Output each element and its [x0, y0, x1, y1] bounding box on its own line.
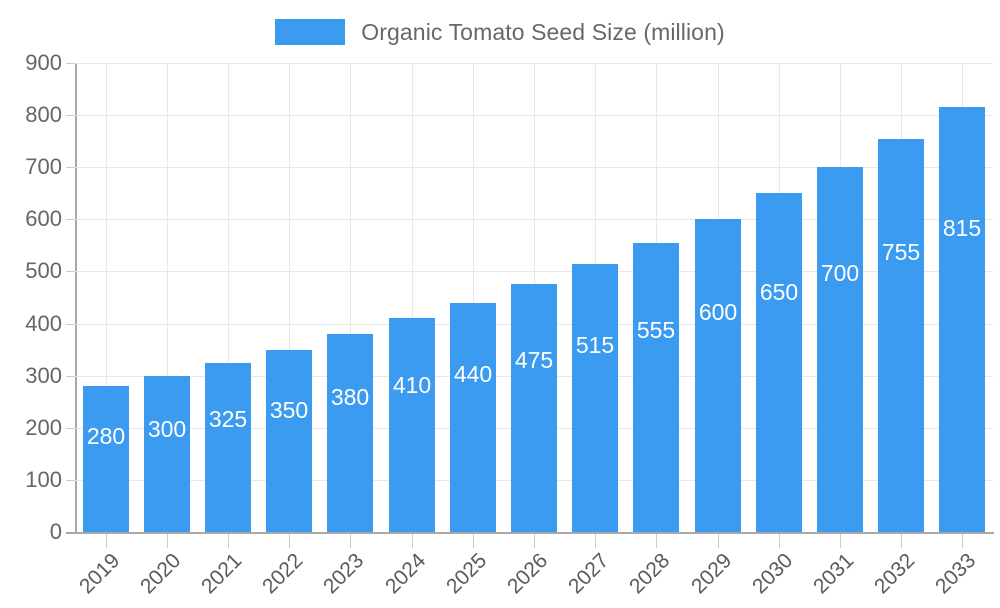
bar-value-label: 410 — [392, 372, 432, 399]
x-axis-tick-mark — [412, 534, 413, 548]
x-axis-tick-mark — [779, 534, 780, 548]
bar-2025[interactable]: 440 — [450, 302, 496, 532]
bar-2030[interactable]: 650 — [756, 193, 802, 532]
bar-value-label: 380 — [330, 383, 370, 410]
bar-2022[interactable]: 350 — [266, 349, 312, 532]
x-axis-tick-label: 2022 — [258, 549, 308, 599]
bar-2020[interactable]: 300 — [144, 375, 190, 532]
bar-value-label: 350 — [269, 396, 309, 423]
y-axis-tick-mark — [66, 428, 75, 429]
x-axis-tick-label: 2030 — [747, 549, 798, 599]
y-axis-tick-label: 700 — [25, 154, 62, 180]
x-axis-tick-label: 2032 — [870, 549, 920, 599]
x-axis-line — [66, 532, 994, 534]
y-axis-tick-label: 200 — [25, 414, 62, 440]
y-axis-tick-mark — [66, 63, 75, 64]
y-axis-labels: 0 100 200 300 400 500 600 700 800 900 — [0, 0, 62, 600]
chart-legend: Organic Tomato Seed Size (million) — [0, 10, 1000, 54]
x-axis-tick-label: 2028 — [625, 549, 675, 599]
y-axis-tick-label: 500 — [25, 258, 62, 284]
y-axis-tick-label: 800 — [25, 102, 62, 128]
bar-value-label: 815 — [942, 215, 982, 242]
bar-2019[interactable]: 280 — [83, 386, 129, 532]
y-axis-tick-mark — [66, 167, 75, 168]
bar-2021[interactable]: 325 — [205, 362, 251, 532]
x-axis-tick-label: 2023 — [319, 549, 369, 599]
x-axis-tick-label: 2031 — [808, 549, 859, 599]
bar-2026[interactable]: 475 — [511, 284, 557, 532]
x-axis-tick-mark — [840, 534, 841, 548]
bar-value-label: 650 — [759, 279, 799, 306]
bar-value-label: 700 — [820, 260, 860, 287]
x-axis-tick-mark — [718, 534, 719, 548]
y-axis-tick-mark — [66, 271, 75, 272]
x-axis-tick-mark — [289, 534, 290, 548]
bar-2028[interactable]: 555 — [633, 242, 679, 532]
x-axis-tick-mark — [656, 534, 657, 548]
y-axis-line — [75, 63, 77, 533]
y-axis-tick-label: 0 — [49, 519, 62, 544]
bar-2023[interactable]: 380 — [327, 333, 373, 532]
y-axis-tick-mark — [66, 376, 75, 377]
x-axis-tick-mark — [534, 534, 535, 548]
bar-2032[interactable]: 755 — [878, 138, 924, 532]
bar-series: 280 300 325 350 380 410 440 475 515 555 600 650 700 7… — [75, 63, 993, 532]
bar-value-label: 475 — [514, 347, 554, 374]
y-axis-tick-mark — [66, 480, 75, 481]
bar-value-label: 755 — [881, 238, 921, 265]
y-axis-tick-mark — [66, 115, 75, 116]
bar-value-label: 555 — [636, 316, 676, 343]
y-axis-tick-label: 600 — [25, 206, 62, 232]
bar-2029[interactable]: 600 — [695, 219, 741, 532]
y-axis-tick-label: 300 — [25, 362, 62, 388]
bar-value-label: 515 — [575, 331, 615, 358]
legend-item-organic-tomato-seed-size[interactable]: Organic Tomato Seed Size (million) — [275, 18, 725, 46]
x-axis-tick-mark — [473, 534, 474, 548]
bar-value-label: 440 — [453, 360, 493, 387]
x-axis-tick-label: 2024 — [380, 549, 430, 599]
x-axis-tick-label: 2021 — [196, 549, 247, 599]
plot-area: 280 300 325 350 380 410 440 475 515 555 600 650 700 7… — [75, 63, 993, 532]
bar-value-label: 280 — [86, 423, 126, 450]
x-axis-tick-label: 2025 — [441, 549, 492, 599]
legend-color-swatch-icon — [275, 19, 346, 45]
bar-value-label: 600 — [698, 299, 738, 326]
x-axis-tick-label: 2029 — [686, 549, 736, 599]
y-axis-tick-mark — [66, 219, 75, 220]
bar-2027[interactable]: 515 — [572, 263, 618, 532]
x-axis-tick-mark — [962, 534, 963, 548]
x-axis-tick-label: 2033 — [931, 549, 981, 599]
x-axis-tick-mark — [167, 534, 168, 548]
x-axis-tick-label: 2027 — [564, 549, 614, 599]
x-axis-tick-label: 2019 — [74, 549, 124, 599]
x-axis-tick-mark — [106, 534, 107, 548]
y-axis-tick-label: 400 — [25, 310, 62, 336]
bar-2033[interactable]: 815 — [939, 107, 985, 532]
bar-2031[interactable]: 700 — [817, 167, 863, 532]
x-axis-tick-mark — [228, 534, 229, 548]
x-axis-tick-label: 2020 — [135, 549, 186, 599]
bar-value-label: 300 — [147, 415, 187, 442]
y-axis-tick-label: 900 — [25, 50, 62, 75]
x-axis-tick-mark — [595, 534, 596, 548]
y-axis-tick-mark — [66, 324, 75, 325]
x-axis-tick-mark — [901, 534, 902, 548]
bar-value-label: 325 — [208, 405, 248, 432]
bar-2024[interactable]: 410 — [389, 318, 435, 532]
y-axis-tick-label: 100 — [25, 466, 62, 492]
x-axis-tick-label: 2026 — [502, 549, 553, 599]
legend-label: Organic Tomato Seed Size (million) — [361, 18, 725, 45]
x-axis-tick-mark — [350, 534, 351, 548]
